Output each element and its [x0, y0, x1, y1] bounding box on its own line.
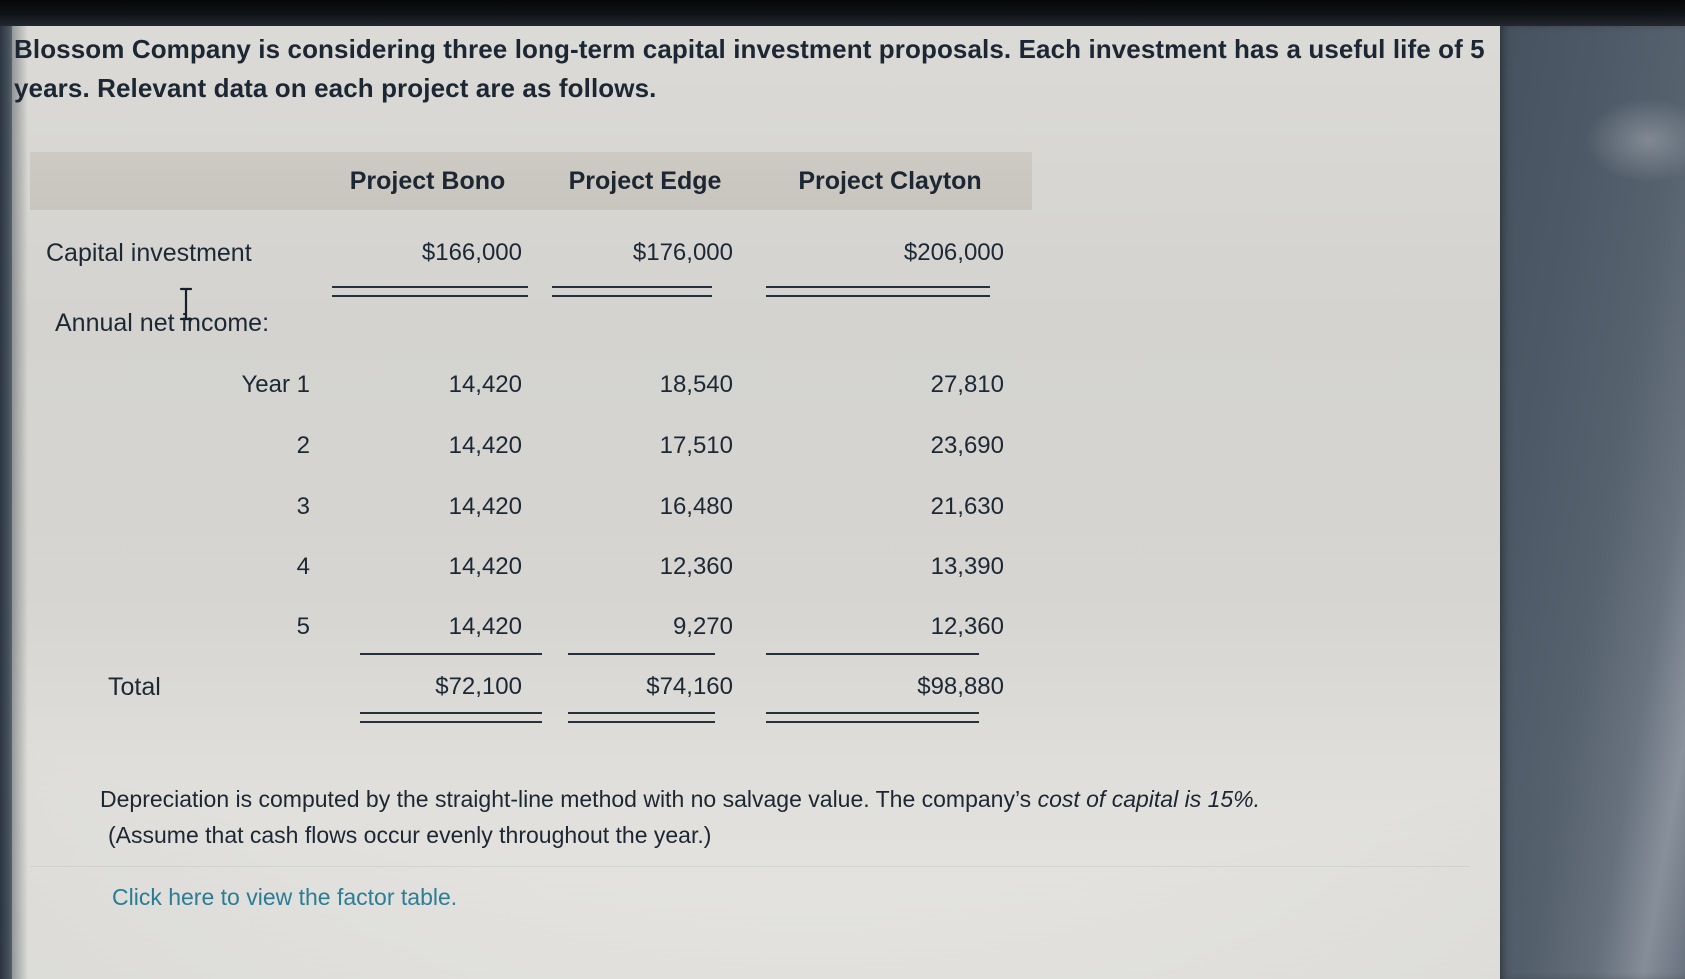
capital-investment-label: Capital investment: [46, 239, 252, 267]
double-underline: [766, 712, 979, 723]
capital-clayton-value: $206,000: [903, 239, 1004, 266]
year5-bono-value: 14,420: [448, 613, 522, 640]
capital-edge-value: $176,000: [632, 239, 733, 266]
screen-top-bezel: [0, 0, 1685, 26]
year-row-4: 4 14,420 12,360 13,390: [30, 550, 1032, 586]
column-header-project-edge: Project Edge: [568, 167, 722, 195]
double-underline: [360, 712, 542, 723]
double-underline: [766, 286, 990, 297]
year2-edge-value: 17,510: [659, 432, 733, 459]
year-row-label: 5: [296, 613, 310, 640]
table-header-row: Project Bono Project Edge Project Clayto…: [30, 152, 1032, 210]
screen-left-edge: [0, 26, 12, 979]
screen-right-background: [1500, 26, 1685, 979]
depreciation-note: Depreciation is computed by the straight…: [100, 782, 1420, 852]
annual-net-income-label: Annual net income:: [55, 309, 270, 337]
year2-bono-value: 14,420: [448, 432, 522, 459]
annual-net-income-row: Annual net income:: [30, 306, 1032, 342]
year-row-label: Year 1: [241, 371, 310, 398]
double-underline: [332, 286, 528, 297]
capital-bono-value: $166,000: [421, 239, 522, 266]
year5-edge-value: 9,270: [672, 613, 733, 640]
year-row-label: 2: [296, 432, 310, 459]
year1-bono-value: 14,420: [448, 371, 522, 398]
year1-edge-value: 18,540: [659, 371, 733, 398]
double-underline: [552, 286, 712, 297]
year-row-5: 5 14,420 9,270 12,360: [30, 610, 1032, 646]
column-header-project-bono: Project Bono: [349, 167, 506, 195]
section-divider: [30, 866, 1470, 867]
single-underline: [766, 653, 979, 655]
text-cursor-icon: [179, 287, 193, 321]
year4-bono-value: 14,420: [448, 553, 522, 580]
problem-statement: Blossom Company is considering three lon…: [14, 34, 1485, 103]
year-row-3: 3 14,420 16,480 21,630: [30, 490, 1032, 526]
total-label: Total: [108, 673, 161, 701]
year3-edge-value: 16,480: [659, 493, 733, 520]
year4-clayton-value: 13,390: [930, 553, 1004, 580]
note-line2: (Assume that cash flows occur evenly thr…: [108, 822, 712, 848]
total-bono-value: $72,100: [435, 673, 522, 700]
year5-clayton-value: 12,360: [930, 613, 1004, 640]
double-underline: [568, 712, 715, 723]
note-line1: Depreciation is computed by the straight…: [100, 782, 1420, 816]
single-underline: [568, 653, 715, 655]
factor-table-link[interactable]: Click here to view the factor table.: [112, 884, 458, 910]
year2-clayton-value: 23,690: [930, 432, 1004, 459]
year4-edge-value: 12,360: [659, 553, 733, 580]
year1-clayton-value: 27,810: [930, 371, 1004, 398]
capital-investment-row: Capital investment $166,000 $176,000 $20…: [30, 236, 1032, 272]
year-row-label: 3: [296, 493, 310, 520]
column-header-project-clayton: Project Clayton: [798, 167, 982, 195]
year3-bono-value: 14,420: [448, 493, 522, 520]
year-row-2: 2 14,420 17,510 23,690: [30, 429, 1032, 465]
note-text: Depreciation is computed by the straight…: [100, 786, 1038, 812]
total-clayton-value: $98,880: [917, 673, 1004, 700]
year-row-1: Year 1 14,420 18,540 27,810: [30, 368, 1032, 404]
note-text-italic: cost of capital is 15%.: [1037, 786, 1261, 812]
single-underline: [360, 653, 542, 655]
year-row-label: 4: [296, 553, 310, 580]
year3-clayton-value: 21,630: [930, 493, 1004, 520]
total-edge-value: $74,160: [646, 673, 733, 700]
total-row: Total $72,100 $74,160 $98,880: [30, 670, 1032, 706]
